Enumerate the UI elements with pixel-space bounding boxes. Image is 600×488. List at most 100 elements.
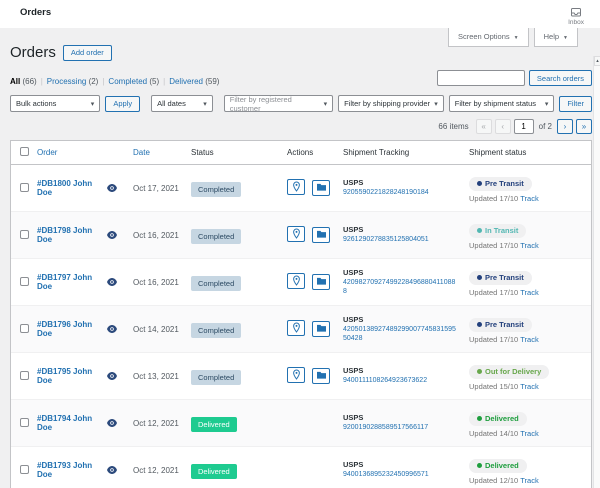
shipment-tracking-cell: USPS 4205013892748929900774583159550428 <box>343 315 469 344</box>
customer-filter-select[interactable]: Filter by registered customer <box>223 94 334 113</box>
row-checkbox[interactable] <box>20 324 29 333</box>
filter-button[interactable]: Filter <box>559 95 592 112</box>
track-link[interactable]: Track <box>520 476 539 485</box>
preview-eye-icon[interactable] <box>107 231 117 239</box>
track-link[interactable]: Track <box>520 429 539 438</box>
folder-action-button[interactable] <box>312 367 331 384</box>
tracking-number-link[interactable]: 9261290278835125804051 <box>343 236 429 244</box>
inbox-icon <box>571 8 582 17</box>
prev-page-button[interactable]: ‹ <box>494 119 511 134</box>
location-pin-icon <box>292 181 300 193</box>
tracking-number-link[interactable]: 9200190288589517566117 <box>343 424 429 432</box>
preview-eye-icon[interactable] <box>107 184 117 192</box>
order-link[interactable]: #DB1796 John Doe <box>37 320 93 338</box>
preview-eye-icon[interactable] <box>107 419 117 427</box>
folder-action-button[interactable] <box>312 273 331 290</box>
location-action-button[interactable] <box>287 225 305 242</box>
help-button[interactable]: Help <box>533 28 578 47</box>
first-page-button[interactable]: « <box>475 119 492 134</box>
order-link[interactable]: #DB1795 John Doe <box>37 367 93 385</box>
table-row: #DB1796 John Doe Oct 14, 2021 Completed <box>11 305 591 352</box>
track-link[interactable]: Track <box>520 288 539 297</box>
shipment-status-pill: Pre Transit <box>469 270 532 285</box>
customer-filter-placeholder: Filter by registered customer <box>229 94 292 113</box>
carrier-name: USPS <box>343 366 364 376</box>
location-action-button[interactable] <box>287 178 305 195</box>
track-link[interactable]: Track <box>520 382 539 391</box>
bulk-actions-select[interactable]: Bulk actions <box>10 95 101 112</box>
pagination: 66 items « ‹ of 2 › » <box>10 119 592 134</box>
view-filter-processing[interactable]: Processing (2) <box>46 77 99 86</box>
track-link[interactable]: Track <box>520 241 539 250</box>
column-header-shipment-status: Shipment status <box>469 148 527 157</box>
updated-text: Updated 17/10 <box>469 288 519 297</box>
column-header-order[interactable]: Order <box>37 148 58 157</box>
folder-action-button[interactable] <box>312 179 331 196</box>
row-checkbox[interactable] <box>20 418 29 427</box>
next-page-button[interactable]: › <box>557 119 573 134</box>
add-order-button[interactable]: Add order <box>62 44 112 61</box>
folder-action-button[interactable] <box>312 226 331 243</box>
order-actions <box>287 366 343 386</box>
column-header-date[interactable]: Date <box>133 148 150 157</box>
apply-button[interactable]: Apply <box>105 95 141 112</box>
row-checkbox[interactable] <box>20 277 29 286</box>
location-action-button[interactable] <box>287 366 305 383</box>
tracking-number-link[interactable]: 9400111108264923673622 <box>343 377 428 385</box>
carrier-name: USPS <box>343 314 364 324</box>
carrier-name: USPS <box>343 225 364 235</box>
folder-icon <box>316 184 326 191</box>
tracking-number-link[interactable]: 9400136895232450996571 <box>343 471 429 479</box>
inbox-button[interactable]: Inbox <box>568 7 584 26</box>
shipment-status-cell: In Transit Updated 17/10 Track <box>469 220 591 250</box>
search-orders-button[interactable]: Search orders <box>528 70 592 86</box>
updated-text: Updated 17/10 <box>469 241 519 250</box>
order-link[interactable]: #DB1798 John Doe <box>37 226 93 244</box>
shipment-status-filter-select[interactable]: Filter by shipment status <box>448 95 555 112</box>
tracking-number-link[interactable]: 420982709274992284968804110888 <box>343 278 456 295</box>
chevron-down-icon <box>203 99 207 108</box>
preview-eye-icon[interactable] <box>107 325 117 333</box>
caret-down-icon <box>563 32 568 41</box>
status-badge: Delivered <box>191 417 237 432</box>
views-list: All (66) | Processing (2) | Completed (5) | De… <box>10 77 219 86</box>
location-action-button[interactable] <box>287 319 305 336</box>
view-filter-completed[interactable]: Completed (5) <box>108 77 160 86</box>
order-link[interactable]: #DB1800 John Doe <box>37 179 93 197</box>
shipment-status-label: Pre Transit <box>485 273 524 282</box>
order-link[interactable]: #DB1797 John Doe <box>37 273 93 291</box>
chevron-down-icon <box>324 99 328 108</box>
view-filter-all[interactable]: All (66) <box>10 77 37 86</box>
order-actions <box>287 319 343 339</box>
last-page-button[interactable]: » <box>576 119 592 134</box>
shipping-provider-filter-select[interactable]: Filter by shipping provider <box>338 95 444 112</box>
search-input[interactable] <box>436 70 525 86</box>
shipment-status-cell: Out for Delivery Updated 15/10 Track <box>469 361 591 391</box>
row-checkbox[interactable] <box>20 183 29 192</box>
row-checkbox[interactable] <box>20 230 29 239</box>
row-checkbox[interactable] <box>20 465 29 474</box>
select-all-checkbox[interactable] <box>20 147 29 156</box>
order-link[interactable]: #DB1794 John Doe <box>37 414 93 432</box>
admin-top-bar: Orders Inbox <box>0 0 600 28</box>
status-dot-icon <box>477 463 482 468</box>
tracking-number-link[interactable]: 9205590221828248190184 <box>343 189 429 197</box>
location-pin-icon <box>292 228 300 240</box>
current-page-input[interactable] <box>513 119 534 134</box>
order-link[interactable]: #DB1793 John Doe <box>37 461 93 479</box>
preview-eye-icon[interactable] <box>107 466 117 474</box>
preview-eye-icon[interactable] <box>107 372 117 380</box>
location-action-button[interactable] <box>287 272 305 289</box>
preview-eye-icon[interactable] <box>107 278 117 286</box>
status-dot-icon <box>477 275 482 280</box>
dates-filter-select[interactable]: All dates <box>151 95 213 112</box>
folder-action-button[interactable] <box>312 320 331 337</box>
scrollbar[interactable]: ▴ <box>593 56 600 488</box>
track-link[interactable]: Track <box>520 194 539 203</box>
view-filter-delivered[interactable]: Delivered (59) <box>169 77 220 86</box>
scroll-up-arrow[interactable]: ▴ <box>594 56 600 66</box>
screen-options-button[interactable]: Screen Options <box>447 28 529 47</box>
track-link[interactable]: Track <box>520 335 539 344</box>
tracking-number-link[interactable]: 4205013892748929900774583159550428 <box>343 325 456 342</box>
row-checkbox[interactable] <box>20 371 29 380</box>
